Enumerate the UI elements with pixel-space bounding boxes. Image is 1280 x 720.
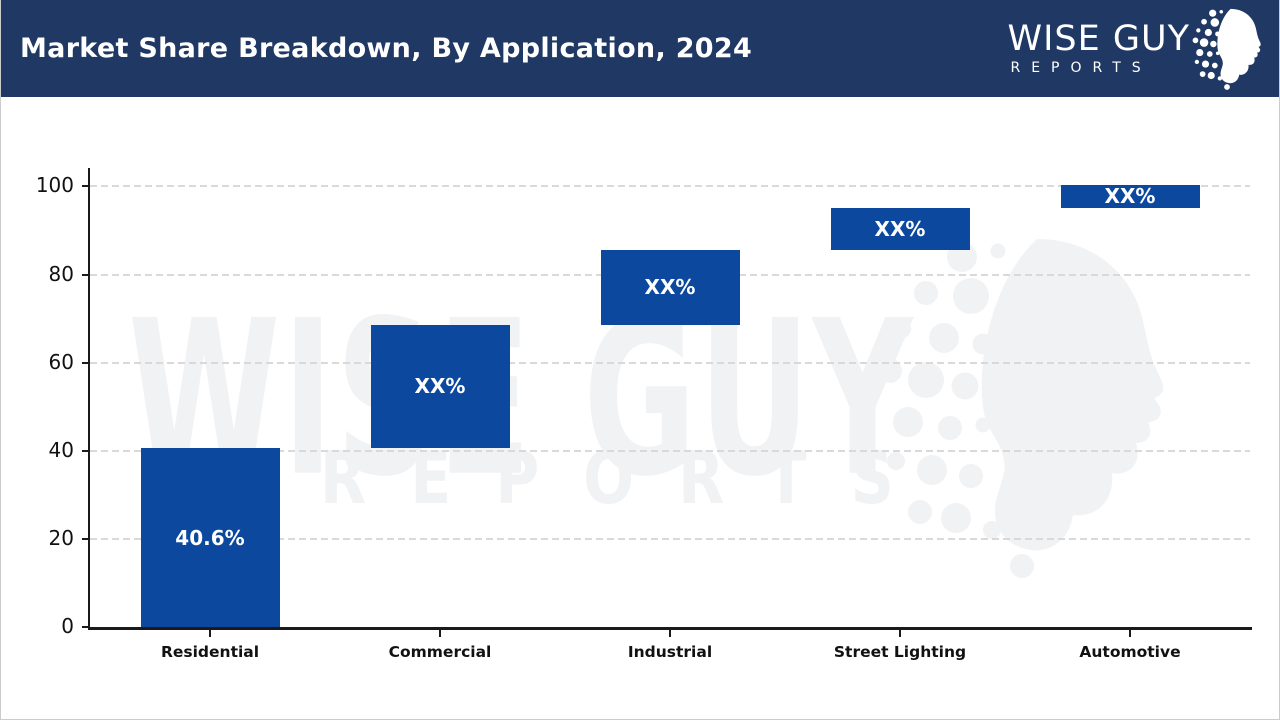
y-axis-tick xyxy=(82,537,90,540)
x-category-label: Residential xyxy=(160,643,260,661)
watermark-head-icon xyxy=(878,239,1164,578)
header-bar: Market Share Breakdown, By Application, … xyxy=(0,0,1280,97)
bar-value-label: XX% xyxy=(1104,184,1156,209)
y-axis-tick xyxy=(82,273,90,276)
gridline xyxy=(90,537,1250,540)
bar-value-label: XX% xyxy=(644,275,696,300)
y-tick-label: 60 xyxy=(48,349,74,374)
y-tick-label: 80 xyxy=(48,261,74,286)
gridline xyxy=(90,361,1250,364)
y-tick-label: 0 xyxy=(61,614,74,638)
x-axis-tick xyxy=(669,630,671,637)
wise-guy-logo: WISE GUY REPORTS xyxy=(1007,6,1266,92)
x-category-label: Automotive xyxy=(1079,643,1181,661)
logo-wordmark-line1: WISE GUY xyxy=(1007,19,1190,59)
bar-value-label: XX% xyxy=(874,216,926,241)
y-tick-label: 100 xyxy=(35,173,74,198)
plot-area: 0 20 40 60 80 100 40.6% Residential XX% Commercia… xyxy=(0,97,1280,720)
y-axis-tick xyxy=(82,185,90,188)
bar-residential: 40.6% xyxy=(140,448,280,627)
page-title: Market Share Breakdown, By Application, … xyxy=(20,33,753,64)
bar-street-lighting: XX% xyxy=(830,207,970,250)
y-tick-label: 40 xyxy=(48,437,74,462)
x-category-label: Commercial xyxy=(388,643,492,661)
x-category-label: Street Lighting xyxy=(833,643,967,661)
bar-automotive: XX% xyxy=(1060,184,1200,209)
logo-head-icon xyxy=(1192,8,1261,90)
watermark-wordmark-line2: REPORTS xyxy=(320,437,938,521)
x-axis-tick xyxy=(1129,630,1131,637)
y-tick-label: 20 xyxy=(48,525,74,550)
x-category-label: Industrial xyxy=(627,643,713,661)
y-axis-tick xyxy=(82,361,90,364)
y-axis-line xyxy=(88,168,90,630)
x-axis-tick xyxy=(899,630,901,637)
x-axis-tick xyxy=(439,630,441,637)
y-axis-tick xyxy=(82,449,90,452)
logo-wordmark: WISE GUY REPORTS xyxy=(1007,19,1190,76)
gridline xyxy=(90,185,1250,188)
y-axis-tick xyxy=(82,626,90,628)
logo-wordmark-line2: REPORTS xyxy=(1010,60,1152,76)
bar-value-label: XX% xyxy=(414,374,466,399)
bar-industrial: XX% xyxy=(600,249,740,325)
gridline xyxy=(90,449,1250,452)
bar-value-label: 40.6% xyxy=(175,525,245,550)
chart-canvas: WISE GUY REPORTS 0 20 40 60 80 100 40.6% Reside… xyxy=(0,97,1280,720)
x-axis-tick xyxy=(209,630,211,637)
bar-commercial: XX% xyxy=(370,324,510,449)
x-axis-line xyxy=(88,627,1252,630)
